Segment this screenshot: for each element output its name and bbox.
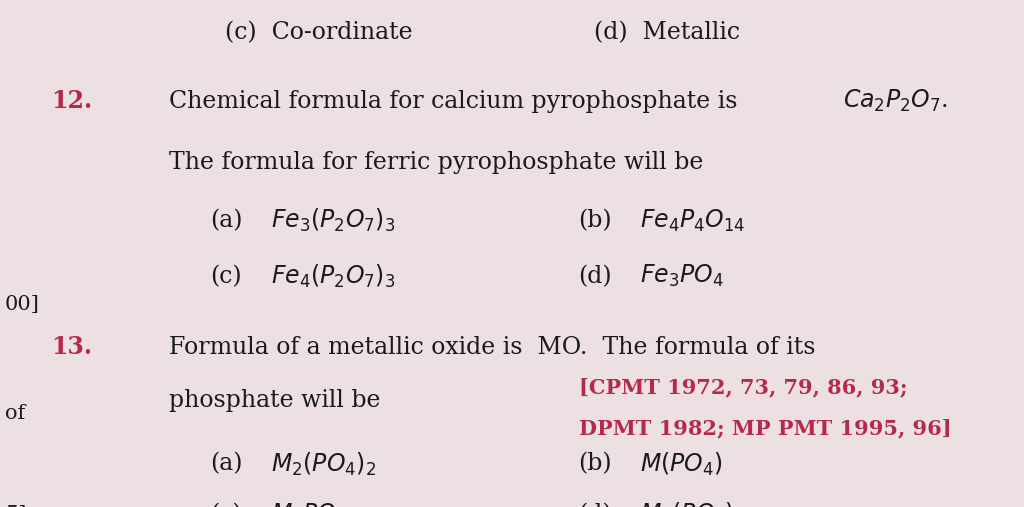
Text: (d): (d) <box>579 265 612 288</box>
Text: (a): (a) <box>210 209 243 232</box>
Text: $M_3(PO_4)_2$: $M_3(PO_4)_2$ <box>640 501 745 507</box>
Text: [CPMT 1972, 73, 79, 86, 93;: [CPMT 1972, 73, 79, 86, 93; <box>579 378 907 398</box>
Text: $M_2(PO_4)_2$: $M_2(PO_4)_2$ <box>271 450 377 478</box>
Text: $Fe_3(P_2O_7)_3$: $Fe_3(P_2O_7)_3$ <box>271 207 396 234</box>
Text: (a): (a) <box>210 452 243 476</box>
Text: $M(PO_4)$: $M(PO_4)$ <box>640 450 723 478</box>
Text: $Fe_3PO_4$: $Fe_3PO_4$ <box>640 263 724 289</box>
Text: Chemical formula for calcium pyrophosphate is: Chemical formula for calcium pyrophospha… <box>169 90 737 113</box>
Text: phosphate will be: phosphate will be <box>169 389 381 412</box>
Text: (d)  Metallic: (d) Metallic <box>594 21 740 45</box>
Text: 00]: 00] <box>5 295 40 314</box>
Text: $M_2PO_4$: $M_2PO_4$ <box>271 501 347 507</box>
Text: (b): (b) <box>579 209 612 232</box>
Text: $Ca_2P_2O_7$.: $Ca_2P_2O_7$. <box>843 88 947 115</box>
Text: (c): (c) <box>210 265 242 288</box>
Text: 12.: 12. <box>51 89 92 114</box>
Text: (c): (c) <box>210 503 242 507</box>
Text: $Fe_4(P_2O_7)_3$: $Fe_4(P_2O_7)_3$ <box>271 263 396 290</box>
Text: 5]: 5] <box>5 505 27 507</box>
Text: (c)  Co-ordinate: (c) Co-ordinate <box>225 21 413 45</box>
Text: (d): (d) <box>579 503 612 507</box>
Text: $Fe_4P_4O_{14}$: $Fe_4P_4O_{14}$ <box>640 207 745 234</box>
Text: Formula of a metallic oxide is  MO.  The formula of its: Formula of a metallic oxide is MO. The f… <box>169 336 815 359</box>
Text: DPMT 1982; MP PMT 1995, 96]: DPMT 1982; MP PMT 1995, 96] <box>579 418 951 439</box>
Text: The formula for ferric pyrophosphate will be: The formula for ferric pyrophosphate wil… <box>169 151 703 174</box>
Text: (b): (b) <box>579 452 612 476</box>
Text: of: of <box>5 404 26 423</box>
Text: 13.: 13. <box>51 335 92 359</box>
